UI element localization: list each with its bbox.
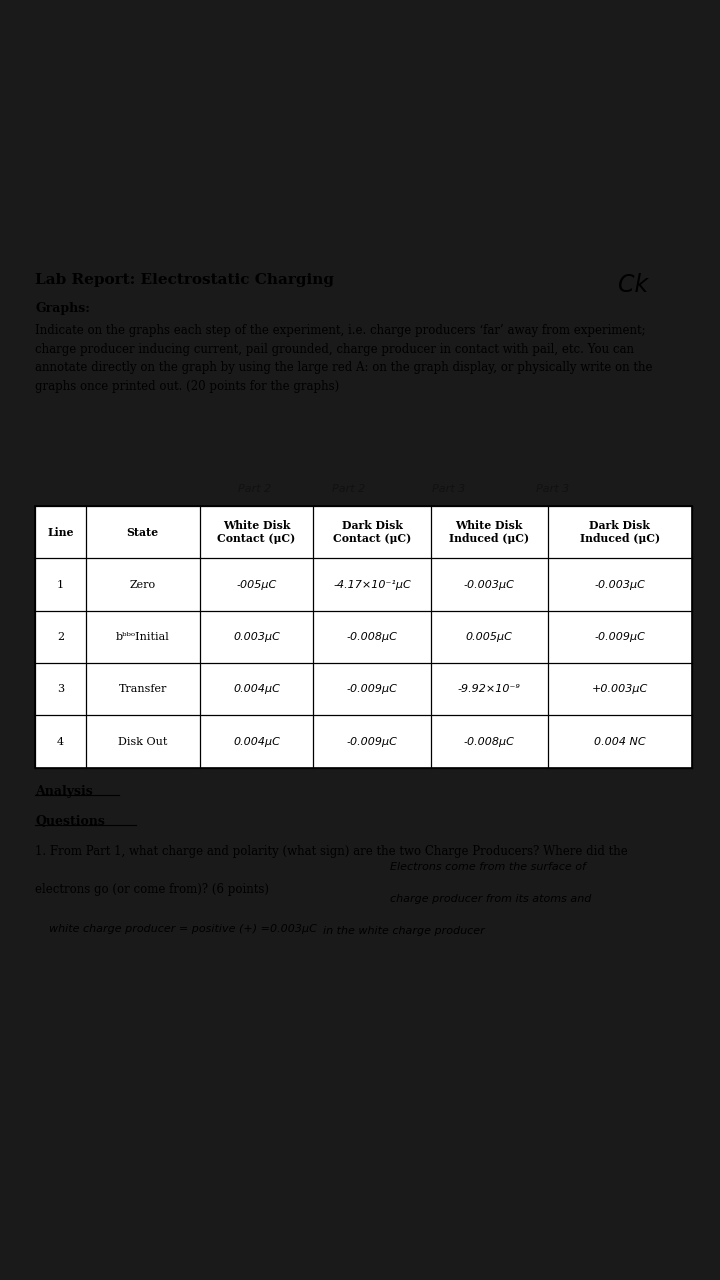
Text: -4.17×10⁻¹μC: -4.17×10⁻¹μC (333, 580, 411, 590)
Text: 0.004μC: 0.004μC (233, 685, 280, 694)
Text: in the white charge producer: in the white charge producer (323, 925, 485, 936)
Text: 1: 1 (57, 580, 64, 590)
Text: Part 2: Part 2 (332, 484, 366, 494)
Text: Part 3: Part 3 (432, 484, 465, 494)
Text: Disk Out: Disk Out (118, 737, 167, 746)
Text: White Disk
Induced (μC): White Disk Induced (μC) (449, 520, 529, 544)
Text: Dark Disk
Contact (μC): Dark Disk Contact (μC) (333, 520, 411, 544)
Text: Lab Report: Electrostatic Charging: Lab Report: Electrostatic Charging (35, 274, 335, 288)
Text: -005μC: -005μC (236, 580, 276, 590)
Text: 0.004 NC: 0.004 NC (594, 737, 646, 746)
Text: Graphs:: Graphs: (35, 302, 91, 315)
Text: 2: 2 (57, 632, 64, 643)
Text: -0.009μC: -0.009μC (346, 737, 397, 746)
Text: Dark Disk
Induced (μC): Dark Disk Induced (μC) (580, 520, 660, 544)
Text: Line: Line (48, 526, 74, 538)
Text: Analysis: Analysis (35, 786, 94, 799)
Text: Questions: Questions (35, 815, 105, 828)
Text: Transfer: Transfer (119, 685, 167, 694)
Bar (35, 506, 692, 768)
Text: Part 2: Part 2 (238, 484, 271, 494)
Text: -0.008μC: -0.008μC (464, 737, 515, 746)
Text: -0.009μC: -0.009μC (346, 685, 397, 694)
Text: white charge producer = positive (+) =0.003μC: white charge producer = positive (+) =0.… (49, 924, 317, 934)
Text: electrons go (or come from)? (6 points): electrons go (or come from)? (6 points) (35, 883, 269, 896)
Text: -9.92×10⁻⁹: -9.92×10⁻⁹ (458, 685, 521, 694)
Text: White Disk
Contact (μC): White Disk Contact (μC) (217, 520, 296, 544)
Text: Electrons come from the surface of: Electrons come from the surface of (390, 863, 586, 872)
Text: 4: 4 (57, 737, 64, 746)
Text: State: State (127, 526, 158, 538)
Text: -0.008μC: -0.008μC (346, 632, 397, 643)
Text: +0.003μC: +0.003μC (592, 685, 648, 694)
Text: 0.005μC: 0.005μC (466, 632, 513, 643)
Text: 0.003μC: 0.003μC (233, 632, 280, 643)
Text: 0.004μC: 0.004μC (233, 737, 280, 746)
Text: 3: 3 (57, 685, 64, 694)
Text: charge producer from its atoms and: charge producer from its atoms and (390, 893, 592, 904)
Text: -0.003μC: -0.003μC (594, 580, 645, 590)
Text: Ck: Ck (618, 274, 648, 297)
Text: 1. From Part 1, what charge and polarity (what sign) are the two Charge Producer: 1. From Part 1, what charge and polarity… (35, 845, 629, 858)
Text: -0.009μC: -0.009μC (594, 632, 645, 643)
Text: bᵇᵇᵒInitial: bᵇᵇᵒInitial (116, 632, 169, 643)
Text: -0.003μC: -0.003μC (464, 580, 515, 590)
Text: Zero: Zero (130, 580, 156, 590)
Text: Part 3: Part 3 (536, 484, 569, 494)
Text: Indicate on the graphs each step of the experiment, i.e. charge producers ‘far’ : Indicate on the graphs each step of the … (35, 324, 653, 393)
